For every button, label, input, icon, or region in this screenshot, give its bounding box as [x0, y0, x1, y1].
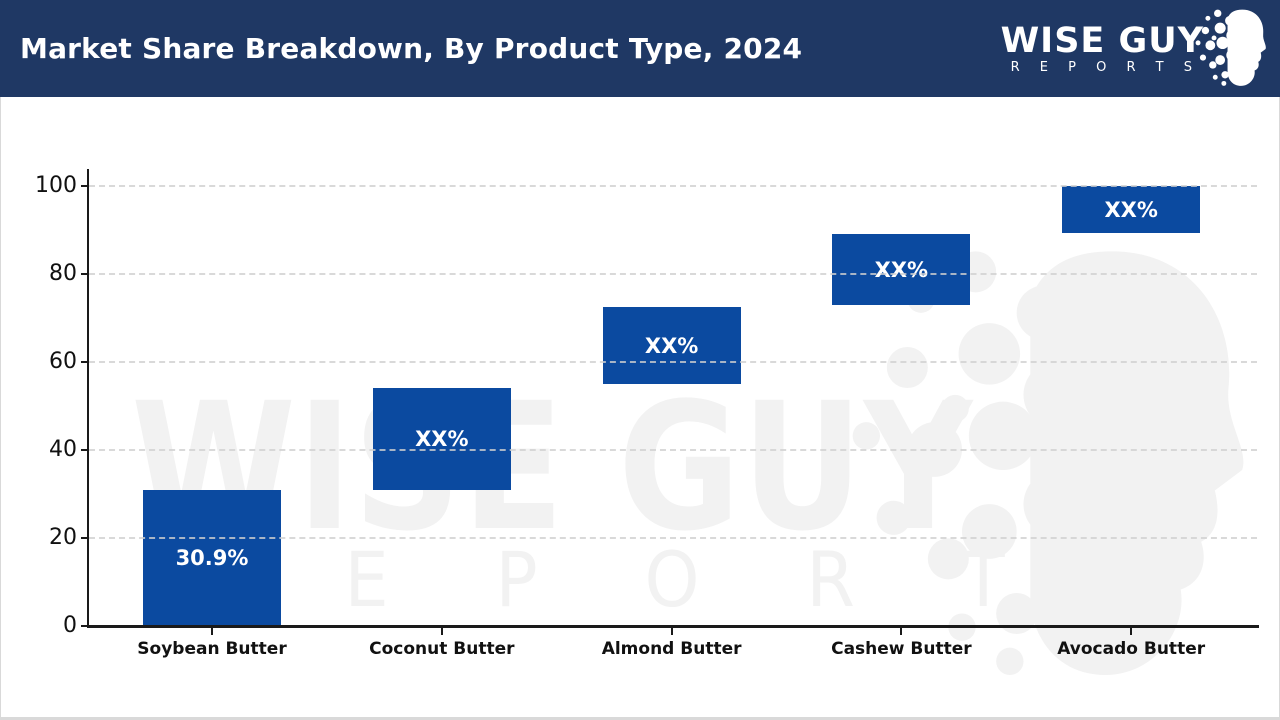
y-axis-tick [81, 273, 89, 275]
y-tick-label: 0 [63, 613, 77, 638]
bar-value-label: XX% [1104, 197, 1158, 222]
wise-guy-reports-logo: WISE GUY R E P O R T S [1001, 6, 1270, 92]
bar: XX% [602, 307, 741, 384]
x-category-label: Coconut Butter [369, 639, 515, 659]
plot-area: 0 20 40 60 80 100 30.9% Soybean Butter XX% Coconu… [1, 97, 1279, 717]
y-axis-tick [81, 537, 89, 539]
y-tick-label: 100 [35, 173, 77, 198]
logo-head-icon [1195, 9, 1266, 86]
x-axis-tick [1130, 628, 1133, 635]
bar: XX% [832, 234, 971, 305]
watermark-head-icon [852, 251, 1244, 676]
page-title: Market Share Breakdown, By Product Type,… [20, 32, 803, 65]
x-axis-tick [670, 628, 673, 635]
x-axis-tick [440, 628, 443, 635]
x-category-label: Soybean Butter [137, 639, 287, 659]
bar: XX% [372, 388, 511, 490]
bar: XX% [1062, 186, 1201, 234]
grid-line [89, 185, 1257, 187]
y-axis-tick [81, 185, 89, 187]
y-axis-tick [81, 625, 89, 627]
y-axis-line [87, 169, 89, 628]
logo-subtext: R E P O R T S [1010, 60, 1200, 76]
bar-value-label: XX% [644, 333, 699, 358]
header: Market Share Breakdown, By Product Type,… [0, 0, 1280, 97]
y-tick-label: 40 [49, 437, 77, 462]
bar: 30.9% [143, 490, 281, 626]
grid-line [89, 361, 1257, 363]
y-tick-label: 60 [49, 349, 77, 374]
grid-line [89, 273, 1257, 275]
y-axis-tick [81, 449, 89, 451]
bar-value-label: 30.9% [175, 546, 249, 570]
x-category-label: Avocado Butter [1057, 639, 1206, 659]
chart-area: WISE GUY R E P O R T S 0 20 40 60 80 100 30.9%… [0, 97, 1280, 720]
x-category-label: Almond Butter [601, 639, 742, 659]
bar-value-label: XX% [874, 257, 929, 282]
bar-value-label: XX% [415, 426, 469, 451]
grid-line [89, 449, 1257, 451]
y-tick-label: 20 [49, 525, 77, 550]
logo-text: WISE GUY R E P O R T S [1000, 20, 1204, 76]
x-axis-line [87, 625, 1259, 628]
grid-line [89, 537, 1257, 539]
x-axis-tick [900, 628, 903, 635]
x-category-label: Cashew Butter [831, 639, 972, 659]
y-axis-tick [81, 361, 89, 363]
x-axis-tick [211, 628, 213, 635]
y-tick-label: 80 [49, 261, 77, 286]
logo-wordmark: WISE GUY [1000, 20, 1204, 61]
